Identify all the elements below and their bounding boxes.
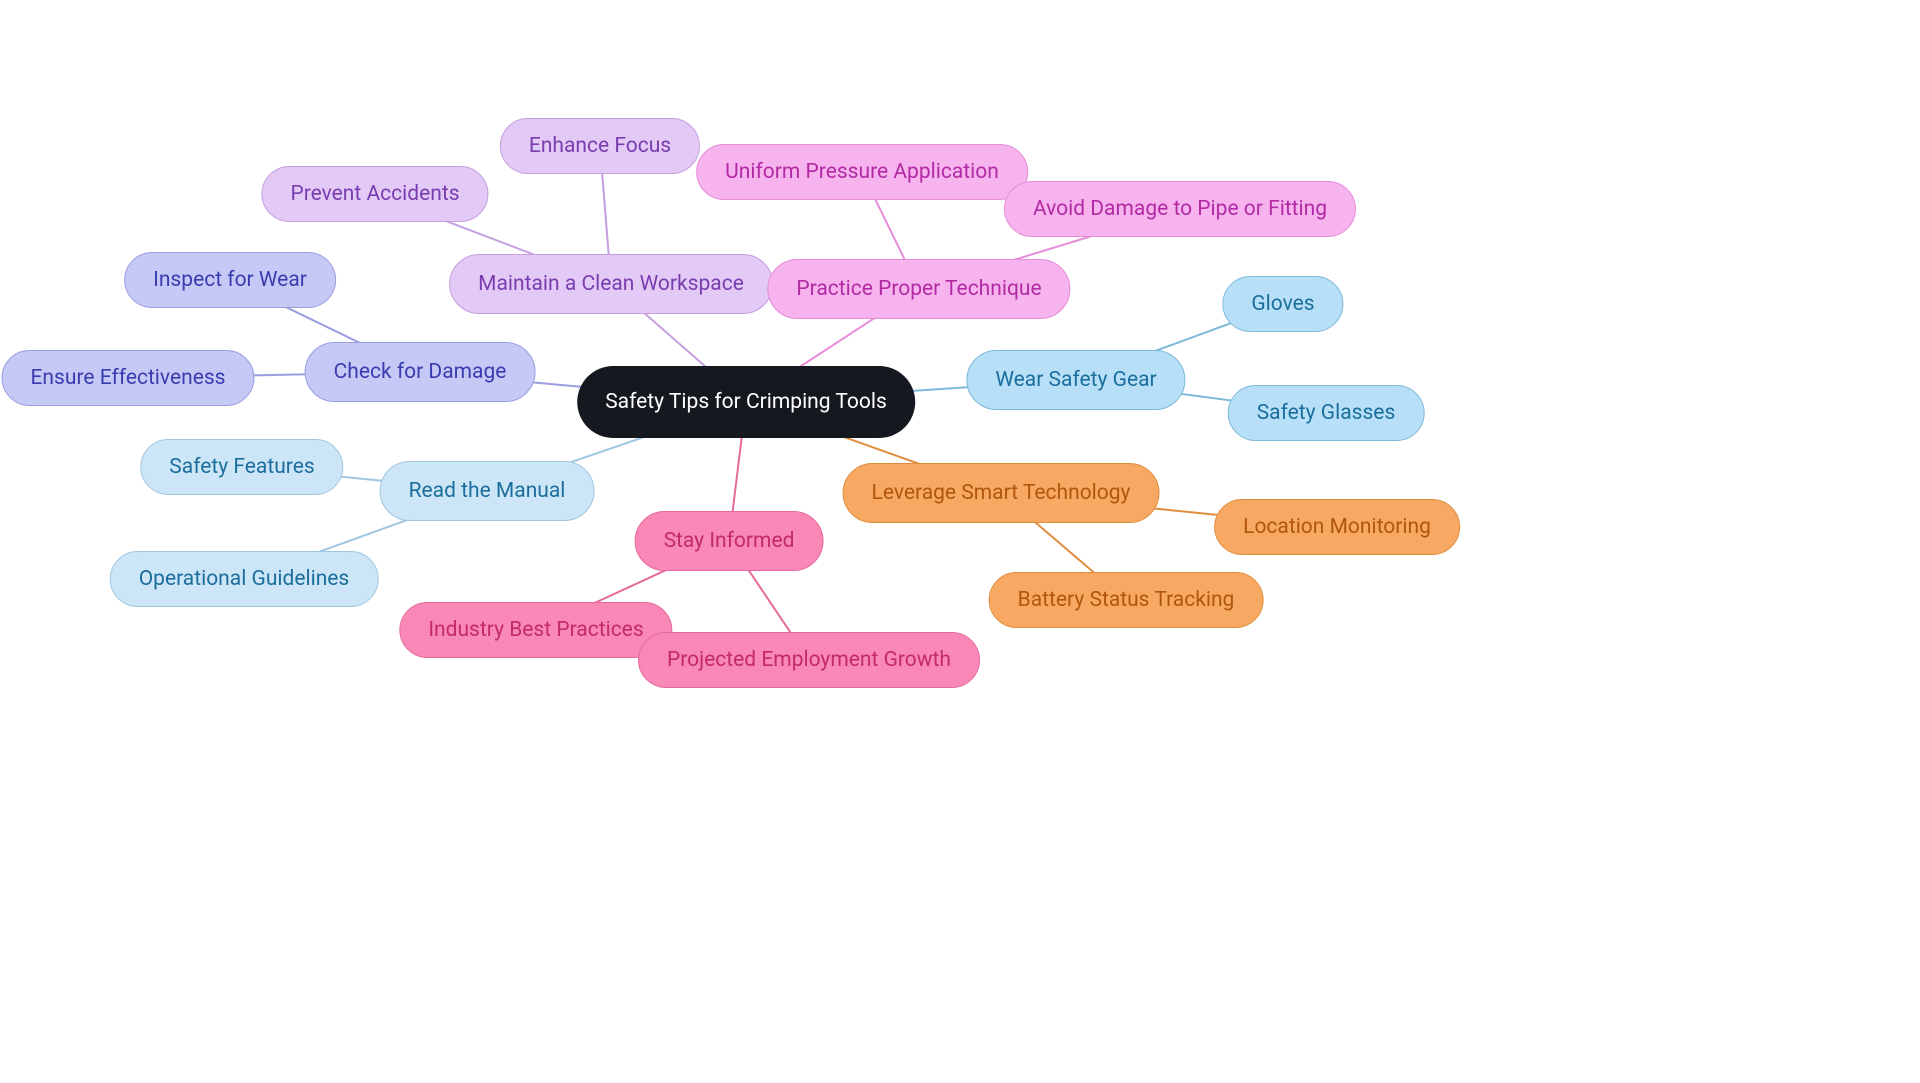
node-prevent-accidents: Prevent Accidents [261,166,488,222]
node-label: Enhance Focus [529,134,671,158]
node-label: Practice Proper Technique [796,277,1041,301]
node-label: Location Monitoring [1243,515,1431,539]
node-wear-safety-gear: Wear Safety Gear [966,350,1185,410]
node-operational-guidelines: Operational Guidelines [110,551,379,607]
node-label: Safety Glasses [1257,401,1396,425]
node-employment-growth: Projected Employment Growth [638,632,980,688]
node-label: Ensure Effectiveness [30,366,225,390]
node-label: Maintain a Clean Workspace [478,272,744,296]
node-label: Prevent Accidents [290,182,459,206]
node-avoid-damage: Avoid Damage to Pipe or Fitting [1004,181,1356,237]
node-label: Read the Manual [409,479,566,503]
node-label: Battery Status Tracking [1018,588,1235,612]
node-industry-best: Industry Best Practices [399,602,672,658]
node-label: Projected Employment Growth [667,648,951,672]
node-label: Avoid Damage to Pipe or Fitting [1033,197,1327,221]
node-uniform-pressure: Uniform Pressure Application [696,144,1028,200]
node-label: Gloves [1251,292,1314,316]
node-label: Uniform Pressure Application [725,160,999,184]
node-clean-workspace: Maintain a Clean Workspace [449,254,773,314]
node-proper-technique: Practice Proper Technique [767,259,1070,319]
node-safety-features: Safety Features [140,439,343,495]
node-label: Inspect for Wear [153,268,307,292]
node-battery-status: Battery Status Tracking [989,572,1264,628]
node-read-manual: Read the Manual [380,461,595,521]
node-label: Safety Tips for Crimping Tools [605,390,887,414]
node-safety-glasses: Safety Glasses [1228,385,1425,441]
node-gloves: Gloves [1222,276,1343,332]
node-label: Industry Best Practices [428,618,643,642]
node-leverage-smart-tech: Leverage Smart Technology [843,463,1160,523]
node-label: Stay Informed [664,529,795,553]
node-center: Safety Tips for Crimping Tools [577,366,915,438]
node-label: Safety Features [169,455,314,479]
node-enhance-focus: Enhance Focus [500,118,700,174]
node-ensure-effectiveness: Ensure Effectiveness [1,350,254,406]
node-check-damage: Check for Damage [305,342,536,402]
node-stay-informed: Stay Informed [635,511,824,571]
node-label: Operational Guidelines [139,567,350,591]
node-label: Leverage Smart Technology [872,481,1131,505]
node-inspect-wear: Inspect for Wear [124,252,336,308]
node-location-monitoring: Location Monitoring [1214,499,1460,555]
node-label: Wear Safety Gear [995,368,1156,392]
node-label: Check for Damage [334,360,507,384]
